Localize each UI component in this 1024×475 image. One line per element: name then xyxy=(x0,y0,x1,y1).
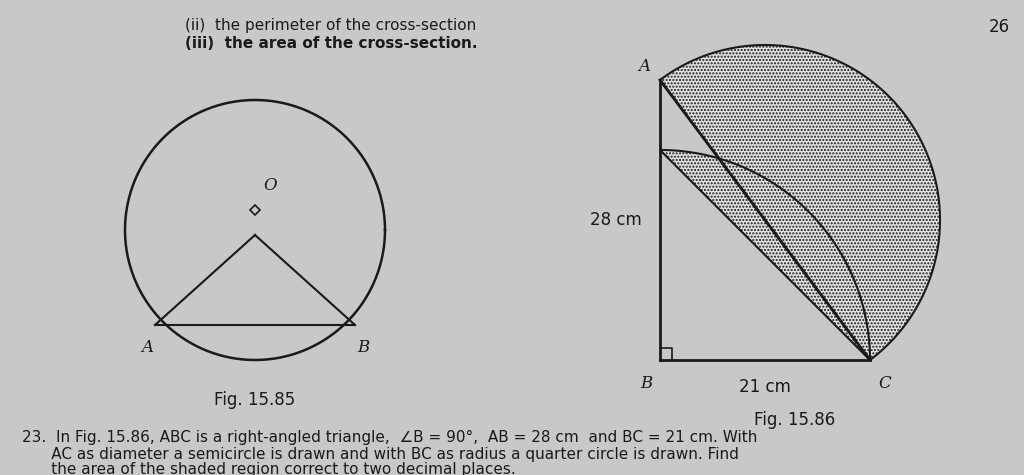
Text: 21 cm: 21 cm xyxy=(739,378,791,396)
Polygon shape xyxy=(660,45,940,360)
Text: AC as diameter a semicircle is drawn and with BC as radius a quarter circle is d: AC as diameter a semicircle is drawn and… xyxy=(22,447,739,462)
Text: 26: 26 xyxy=(989,18,1010,36)
Text: the area of the shaded region correct to two decimal places.: the area of the shaded region correct to… xyxy=(22,462,516,475)
Text: B: B xyxy=(357,339,369,356)
Text: 23.  In Fig. 15.86, ABC is a right-angled triangle,  ∠B = 90°,  AB = 28 cm  and : 23. In Fig. 15.86, ABC is a right-angled… xyxy=(22,430,758,445)
Text: (ii)  the perimeter of the cross-section: (ii) the perimeter of the cross-section xyxy=(185,18,476,33)
Text: C: C xyxy=(878,375,891,392)
Text: Fig. 15.85: Fig. 15.85 xyxy=(214,391,296,409)
Text: A: A xyxy=(638,58,650,75)
Text: (iii)  the area of the cross-section.: (iii) the area of the cross-section. xyxy=(185,36,477,51)
Text: Fig. 15.86: Fig. 15.86 xyxy=(755,411,836,429)
Text: 28 cm: 28 cm xyxy=(590,211,642,229)
Text: B: B xyxy=(640,375,652,392)
Text: A: A xyxy=(141,339,153,356)
Text: O: O xyxy=(263,177,276,194)
